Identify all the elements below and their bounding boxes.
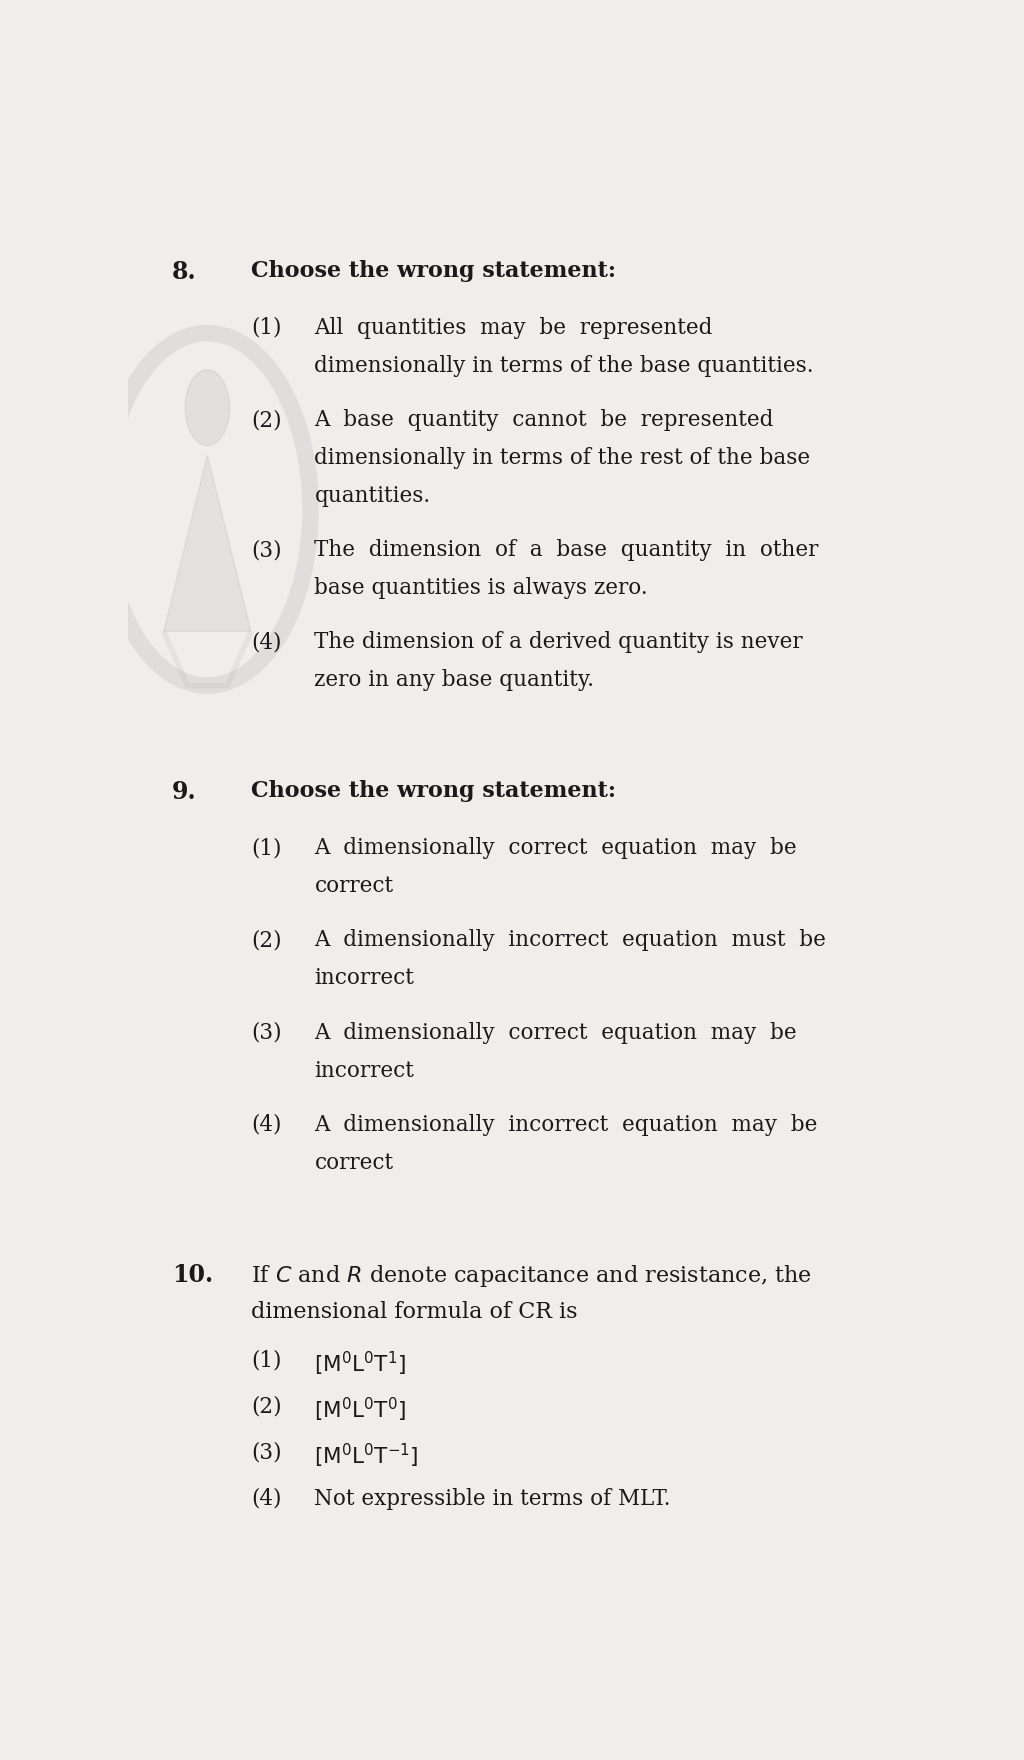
Text: 9.: 9.	[172, 780, 197, 804]
Text: Choose the wrong statement:: Choose the wrong statement:	[251, 780, 616, 803]
Text: (4): (4)	[251, 632, 282, 653]
Text: (2): (2)	[251, 929, 282, 952]
Text: (4): (4)	[251, 1487, 282, 1510]
Text: dimensional formula of CR is: dimensional formula of CR is	[251, 1301, 578, 1324]
Text: A  base  quantity  cannot  be  represented: A base quantity cannot be represented	[314, 408, 774, 431]
Text: incorrect: incorrect	[314, 1060, 415, 1082]
Polygon shape	[164, 456, 251, 632]
Text: (3): (3)	[251, 1441, 282, 1464]
Text: dimensionally in terms of the base quantities.: dimensionally in terms of the base quant…	[314, 356, 814, 377]
Text: A  dimensionally  incorrect  equation  must  be: A dimensionally incorrect equation must …	[314, 929, 826, 952]
Circle shape	[185, 370, 229, 445]
Text: $[\mathrm{M}^0\mathrm{L}^0\mathrm{T}^0]$: $[\mathrm{M}^0\mathrm{L}^0\mathrm{T}^0]$	[314, 1396, 407, 1424]
Text: A  dimensionally  correct  equation  may  be: A dimensionally correct equation may be	[314, 838, 797, 859]
Text: Not expressible in terms of MLT.: Not expressible in terms of MLT.	[314, 1487, 671, 1510]
Text: (4): (4)	[251, 1114, 282, 1135]
Text: dimensionally in terms of the rest of the base: dimensionally in terms of the rest of th…	[314, 447, 811, 468]
Text: (1): (1)	[251, 838, 282, 859]
Text: correct: correct	[314, 1151, 393, 1174]
Text: The  dimension  of  a  base  quantity  in  other: The dimension of a base quantity in othe…	[314, 539, 819, 561]
Text: correct: correct	[314, 875, 393, 898]
Text: If $\mathit{C}$ and $\mathit{R}$ denote capacitance and resistance, the: If $\mathit{C}$ and $\mathit{R}$ denote …	[251, 1264, 812, 1288]
Text: (1): (1)	[251, 317, 282, 340]
Text: A  dimensionally  correct  equation  may  be: A dimensionally correct equation may be	[314, 1021, 797, 1044]
Text: base quantities is always zero.: base quantities is always zero.	[314, 577, 648, 598]
Text: The dimension of a derived quantity is never: The dimension of a derived quantity is n…	[314, 632, 803, 653]
Text: quantities.: quantities.	[314, 486, 431, 507]
Text: $[\mathrm{M}^0\mathrm{L}^0\mathrm{T}^1]$: $[\mathrm{M}^0\mathrm{L}^0\mathrm{T}^1]$	[314, 1350, 407, 1378]
Text: A  dimensionally  incorrect  equation  may  be: A dimensionally incorrect equation may b…	[314, 1114, 818, 1135]
Text: (1): (1)	[251, 1350, 282, 1371]
Text: Choose the wrong statement:: Choose the wrong statement:	[251, 260, 616, 282]
Text: All  quantities  may  be  represented: All quantities may be represented	[314, 317, 713, 340]
Text: (3): (3)	[251, 539, 282, 561]
Text: incorrect: incorrect	[314, 968, 415, 989]
Text: 10.: 10.	[172, 1264, 213, 1287]
Text: (2): (2)	[251, 408, 282, 431]
Text: $[\mathrm{M}^0\mathrm{L}^0\mathrm{T}^{-1}]$: $[\mathrm{M}^0\mathrm{L}^0\mathrm{T}^{-1…	[314, 1441, 419, 1470]
Text: zero in any base quantity.: zero in any base quantity.	[314, 669, 595, 692]
Text: (2): (2)	[251, 1396, 282, 1417]
Text: 8.: 8.	[172, 260, 197, 283]
Text: (3): (3)	[251, 1021, 282, 1044]
